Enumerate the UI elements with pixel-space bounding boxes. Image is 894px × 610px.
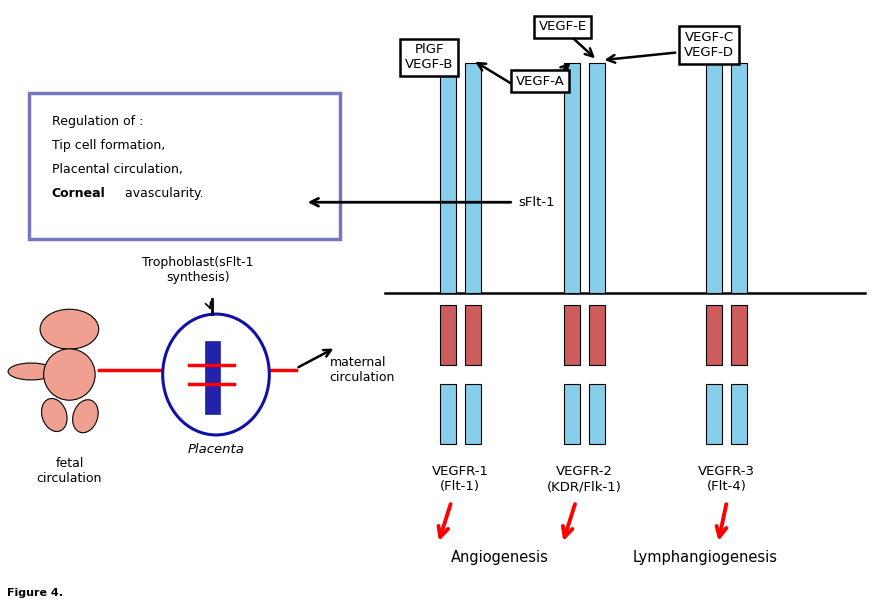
Bar <box>440 384 456 444</box>
Bar <box>706 384 722 444</box>
Text: Lymphangiogenesis: Lymphangiogenesis <box>632 550 777 565</box>
Text: PlGF
VEGF-B: PlGF VEGF-B <box>405 43 453 71</box>
Text: VEGFR-3
(Flt-4): VEGFR-3 (Flt-4) <box>698 465 755 493</box>
Text: Placental circulation,: Placental circulation, <box>52 163 182 176</box>
Bar <box>731 63 747 293</box>
Bar <box>589 63 605 293</box>
Bar <box>706 63 722 293</box>
Text: VEGF-E: VEGF-E <box>538 21 586 34</box>
Bar <box>440 305 456 365</box>
Text: VEGFR-1
(Flt-1): VEGFR-1 (Flt-1) <box>432 465 489 493</box>
Bar <box>206 341 220 414</box>
Text: Angiogenesis: Angiogenesis <box>451 550 549 565</box>
Text: Figure 4.: Figure 4. <box>7 588 63 598</box>
Bar <box>589 384 605 444</box>
Ellipse shape <box>8 363 55 380</box>
Ellipse shape <box>41 398 67 431</box>
Bar <box>465 63 481 293</box>
Text: VEGF-C
VEGF-D: VEGF-C VEGF-D <box>684 31 734 59</box>
Bar <box>731 305 747 365</box>
Ellipse shape <box>72 400 98 432</box>
Text: Trophoblast(sFlt-1
synthesis): Trophoblast(sFlt-1 synthesis) <box>142 256 254 284</box>
Text: avascularity.: avascularity. <box>121 187 204 200</box>
Text: Regulation of :: Regulation of : <box>52 115 143 127</box>
Text: maternal
circulation: maternal circulation <box>330 356 395 384</box>
FancyBboxPatch shape <box>30 93 341 239</box>
Bar <box>465 384 481 444</box>
Bar <box>731 384 747 444</box>
Ellipse shape <box>163 314 269 435</box>
Text: VEGF-A: VEGF-A <box>516 75 565 88</box>
Bar <box>564 384 580 444</box>
Text: Placenta: Placenta <box>188 443 244 456</box>
Bar <box>564 305 580 365</box>
Bar <box>589 305 605 365</box>
Bar <box>706 305 722 365</box>
Text: Tip cell formation,: Tip cell formation, <box>52 139 164 152</box>
Circle shape <box>40 309 98 349</box>
Text: VEGFR-2
(KDR/Flk-1): VEGFR-2 (KDR/Flk-1) <box>547 465 622 493</box>
Bar <box>440 63 456 293</box>
Bar <box>465 305 481 365</box>
Text: sFlt-1: sFlt-1 <box>519 196 554 209</box>
Text: fetal
circulation: fetal circulation <box>37 458 102 486</box>
Bar <box>564 63 580 293</box>
Text: Corneal: Corneal <box>52 187 105 200</box>
Ellipse shape <box>44 349 95 400</box>
